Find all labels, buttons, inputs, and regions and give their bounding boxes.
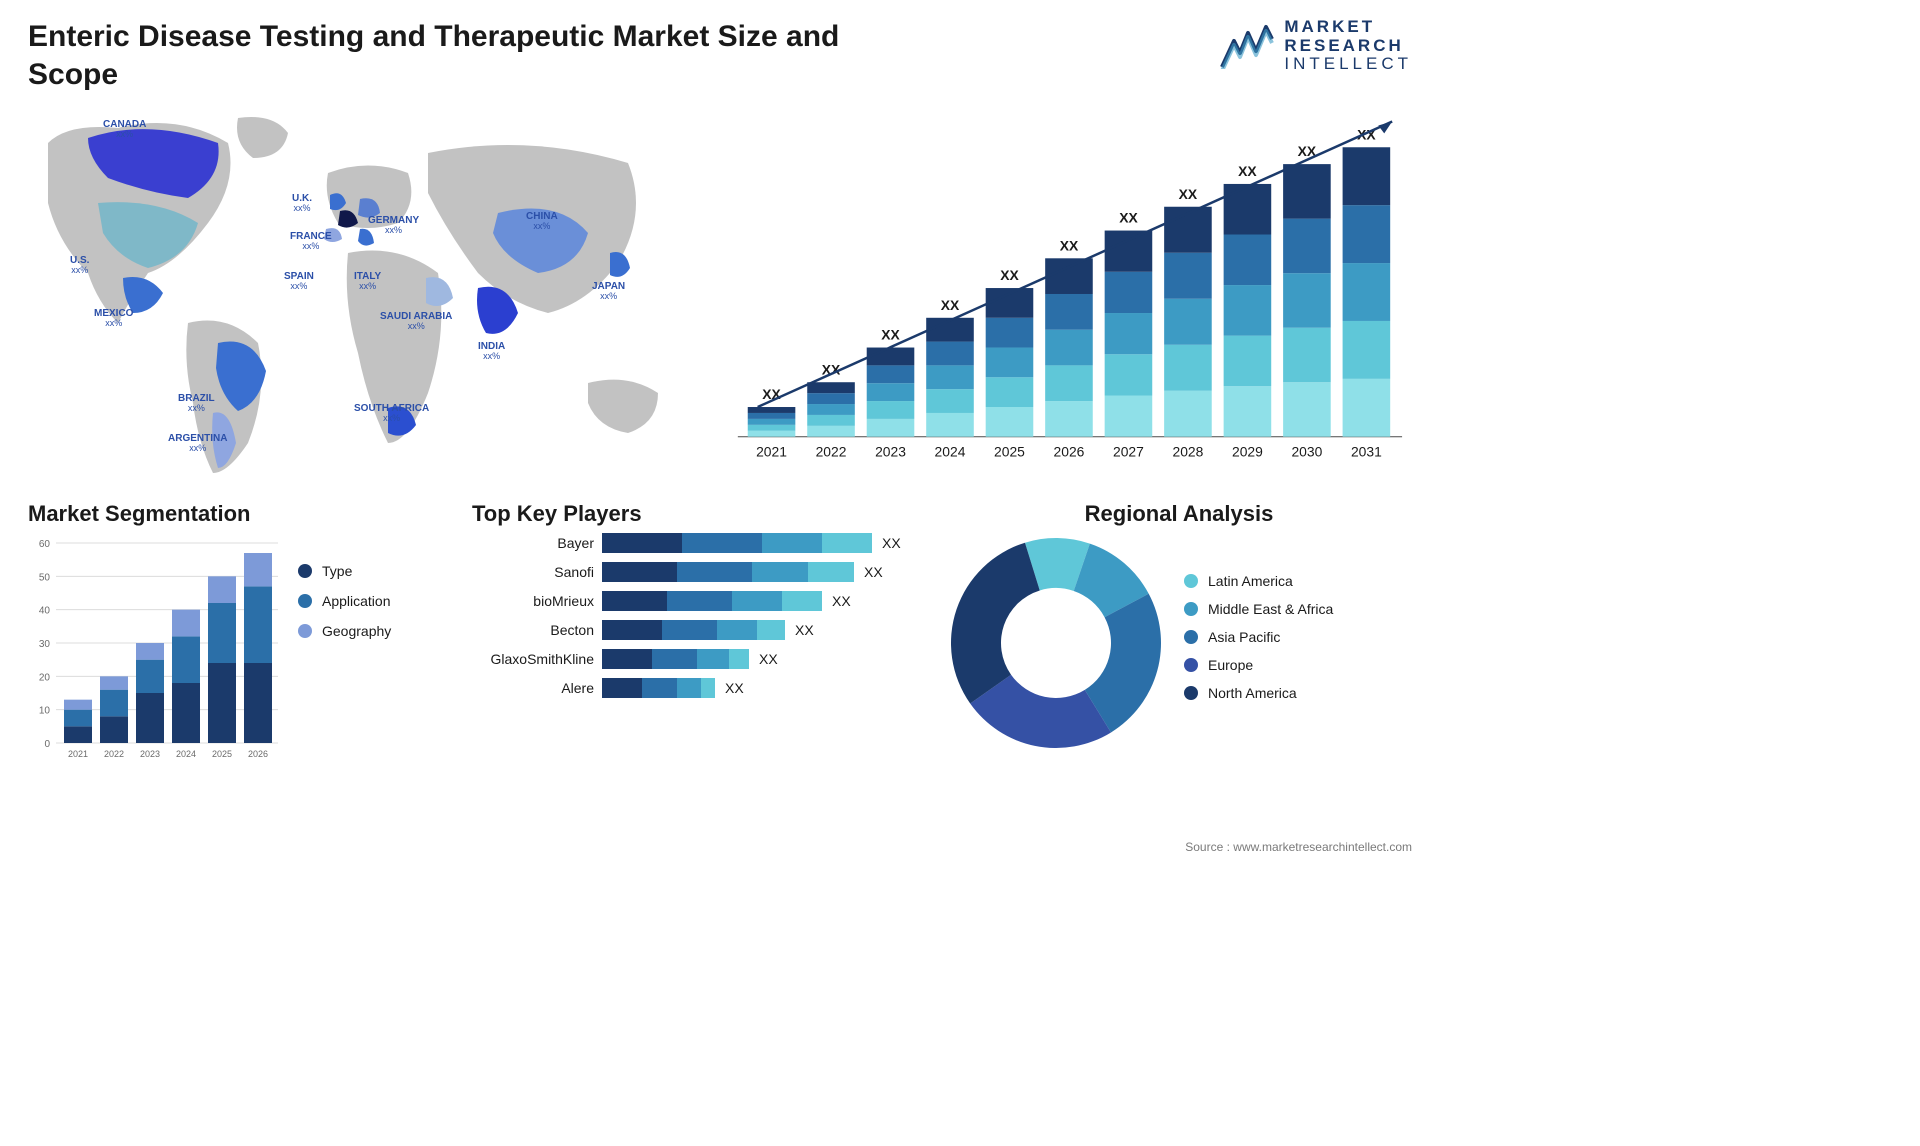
svg-text:2028: 2028 xyxy=(1172,444,1203,460)
country-label: SOUTH AFRICAxx% xyxy=(354,403,429,424)
svg-text:XX: XX xyxy=(1000,267,1019,283)
svg-text:2026: 2026 xyxy=(1054,444,1085,460)
country-label: ITALYxx% xyxy=(354,271,381,292)
svg-text:2027: 2027 xyxy=(1113,444,1144,460)
legend-item: Application xyxy=(298,593,391,609)
country-label: INDIAxx% xyxy=(478,341,505,362)
segmentation-title: Market Segmentation xyxy=(28,501,448,527)
world-map: CANADAxx% U.S.xx% MEXICOxx% BRAZILxx% ARGENT… xyxy=(28,103,688,483)
players-chart: BayerXX SanofiXX bioMrieuxXX BectonXX GlaxoS… xyxy=(472,533,922,698)
player-row: SanofiXX xyxy=(472,562,922,582)
svg-text:2022: 2022 xyxy=(104,749,124,759)
country-label: FRANCExx% xyxy=(290,231,332,252)
svg-text:XX: XX xyxy=(941,297,960,313)
svg-text:2031: 2031 xyxy=(1351,444,1382,460)
svg-text:2021: 2021 xyxy=(756,444,787,460)
svg-text:XX: XX xyxy=(1060,237,1079,253)
country-label: ARGENTINAxx% xyxy=(168,433,227,454)
svg-text:2029: 2029 xyxy=(1232,444,1263,460)
svg-text:20: 20 xyxy=(39,672,51,683)
country-label: MEXICOxx% xyxy=(94,308,133,329)
country-label: GERMANYxx% xyxy=(368,215,419,236)
country-label: JAPANxx% xyxy=(592,281,625,302)
svg-text:60: 60 xyxy=(39,539,51,550)
regional-chart: Latin America Middle East & Africa Asia Pa… xyxy=(946,533,1412,753)
player-row: BectonXX xyxy=(472,620,922,640)
player-row: AlereXX xyxy=(472,678,922,698)
brand-line2: RESEARCH xyxy=(1284,37,1412,56)
svg-text:2030: 2030 xyxy=(1291,444,1322,460)
svg-text:40: 40 xyxy=(39,606,51,617)
growth-chart: XX 2021 XX 2022 XX 2023 XX 2024 XX 2025 XX 2026 XX 20… xyxy=(718,103,1412,483)
legend-item: Middle East & Africa xyxy=(1184,601,1333,617)
svg-text:2025: 2025 xyxy=(994,444,1025,460)
legend-item: Type xyxy=(298,563,391,579)
svg-text:2025: 2025 xyxy=(212,749,232,759)
svg-text:XX: XX xyxy=(881,327,900,343)
player-row: BayerXX xyxy=(472,533,922,553)
svg-text:2026: 2026 xyxy=(248,749,268,759)
legend-item: Latin America xyxy=(1184,573,1333,589)
segmentation-chart: 0 10 20 30 40 50 60 2021 2022 2023 2024 2025 2026 Ty… xyxy=(28,533,448,763)
svg-text:2022: 2022 xyxy=(816,444,847,460)
svg-text:2023: 2023 xyxy=(875,444,906,460)
country-label: BRAZILxx% xyxy=(178,393,215,414)
regional-title: Regional Analysis xyxy=(946,501,1412,527)
svg-text:2024: 2024 xyxy=(176,749,196,759)
svg-text:0: 0 xyxy=(44,739,50,750)
brand-line1: MARKET xyxy=(1284,18,1412,37)
players-title: Top Key Players xyxy=(472,501,922,527)
brand-logo: MARKET RESEARCH INTELLECT xyxy=(1220,18,1412,74)
svg-text:XX: XX xyxy=(1238,163,1257,179)
country-label: U.K.xx% xyxy=(292,193,312,214)
brand-line3: INTELLECT xyxy=(1284,55,1412,74)
svg-text:XX: XX xyxy=(1119,210,1138,226)
svg-text:2021: 2021 xyxy=(68,749,88,759)
player-row: bioMrieuxXX xyxy=(472,591,922,611)
svg-text:10: 10 xyxy=(39,706,51,717)
svg-text:XX: XX xyxy=(1179,186,1198,202)
country-label: U.S.xx% xyxy=(70,255,89,276)
country-label: CANADAxx% xyxy=(103,119,146,140)
player-row: GlaxoSmithKlineXX xyxy=(472,649,922,669)
country-label: SPAINxx% xyxy=(284,271,314,292)
page-title: Enteric Disease Testing and Therapeutic … xyxy=(28,18,908,93)
svg-text:30: 30 xyxy=(39,639,51,650)
legend-item: Europe xyxy=(1184,657,1333,673)
source-text: Source : www.marketresearchintellect.com xyxy=(1185,840,1412,854)
svg-text:2023: 2023 xyxy=(140,749,160,759)
legend-item: Asia Pacific xyxy=(1184,629,1333,645)
legend-item: North America xyxy=(1184,685,1333,701)
svg-text:50: 50 xyxy=(39,572,51,583)
svg-text:2024: 2024 xyxy=(935,444,966,460)
country-label: SAUDI ARABIAxx% xyxy=(380,311,452,332)
country-label: CHINAxx% xyxy=(526,211,558,232)
legend-item: Geography xyxy=(298,623,391,639)
